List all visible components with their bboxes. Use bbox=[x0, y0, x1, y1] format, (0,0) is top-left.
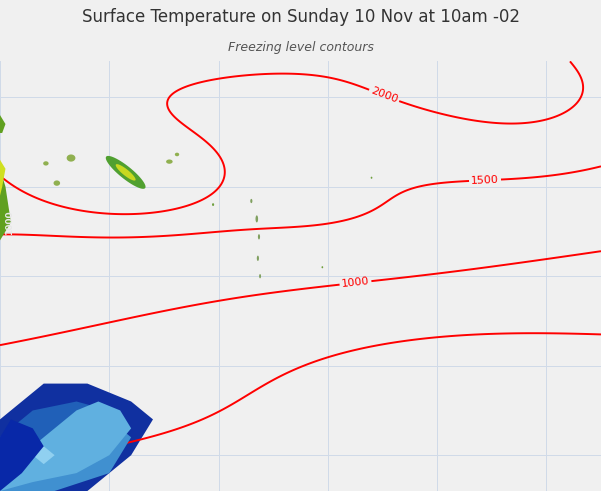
Text: Freezing level contours: Freezing level contours bbox=[228, 41, 373, 55]
Polygon shape bbox=[259, 274, 261, 278]
Polygon shape bbox=[250, 199, 252, 203]
Polygon shape bbox=[106, 156, 145, 189]
Polygon shape bbox=[257, 256, 259, 261]
Polygon shape bbox=[0, 169, 11, 241]
Polygon shape bbox=[0, 419, 44, 491]
Polygon shape bbox=[258, 234, 260, 240]
Polygon shape bbox=[53, 180, 60, 186]
Polygon shape bbox=[0, 169, 2, 195]
Polygon shape bbox=[0, 402, 131, 491]
Polygon shape bbox=[255, 216, 258, 222]
Polygon shape bbox=[0, 402, 109, 491]
Polygon shape bbox=[175, 153, 179, 156]
Polygon shape bbox=[33, 446, 55, 464]
Polygon shape bbox=[0, 419, 131, 491]
Polygon shape bbox=[43, 161, 49, 165]
Polygon shape bbox=[0, 464, 11, 491]
Text: 1500: 1500 bbox=[471, 175, 499, 186]
Text: Surface Temperature on Sunday 10 Nov at 10am -02: Surface Temperature on Sunday 10 Nov at … bbox=[82, 8, 519, 26]
Text: 500: 500 bbox=[1, 458, 23, 471]
Polygon shape bbox=[166, 160, 172, 164]
Text: 1000: 1000 bbox=[341, 276, 370, 289]
Polygon shape bbox=[371, 177, 373, 179]
Polygon shape bbox=[116, 164, 136, 181]
Polygon shape bbox=[322, 266, 323, 268]
Polygon shape bbox=[0, 115, 5, 133]
Polygon shape bbox=[0, 160, 5, 187]
Text: 2000: 2000 bbox=[369, 86, 399, 105]
Polygon shape bbox=[0, 383, 153, 491]
Polygon shape bbox=[67, 155, 75, 162]
Polygon shape bbox=[212, 203, 214, 206]
Text: 1000: 1000 bbox=[5, 210, 14, 235]
